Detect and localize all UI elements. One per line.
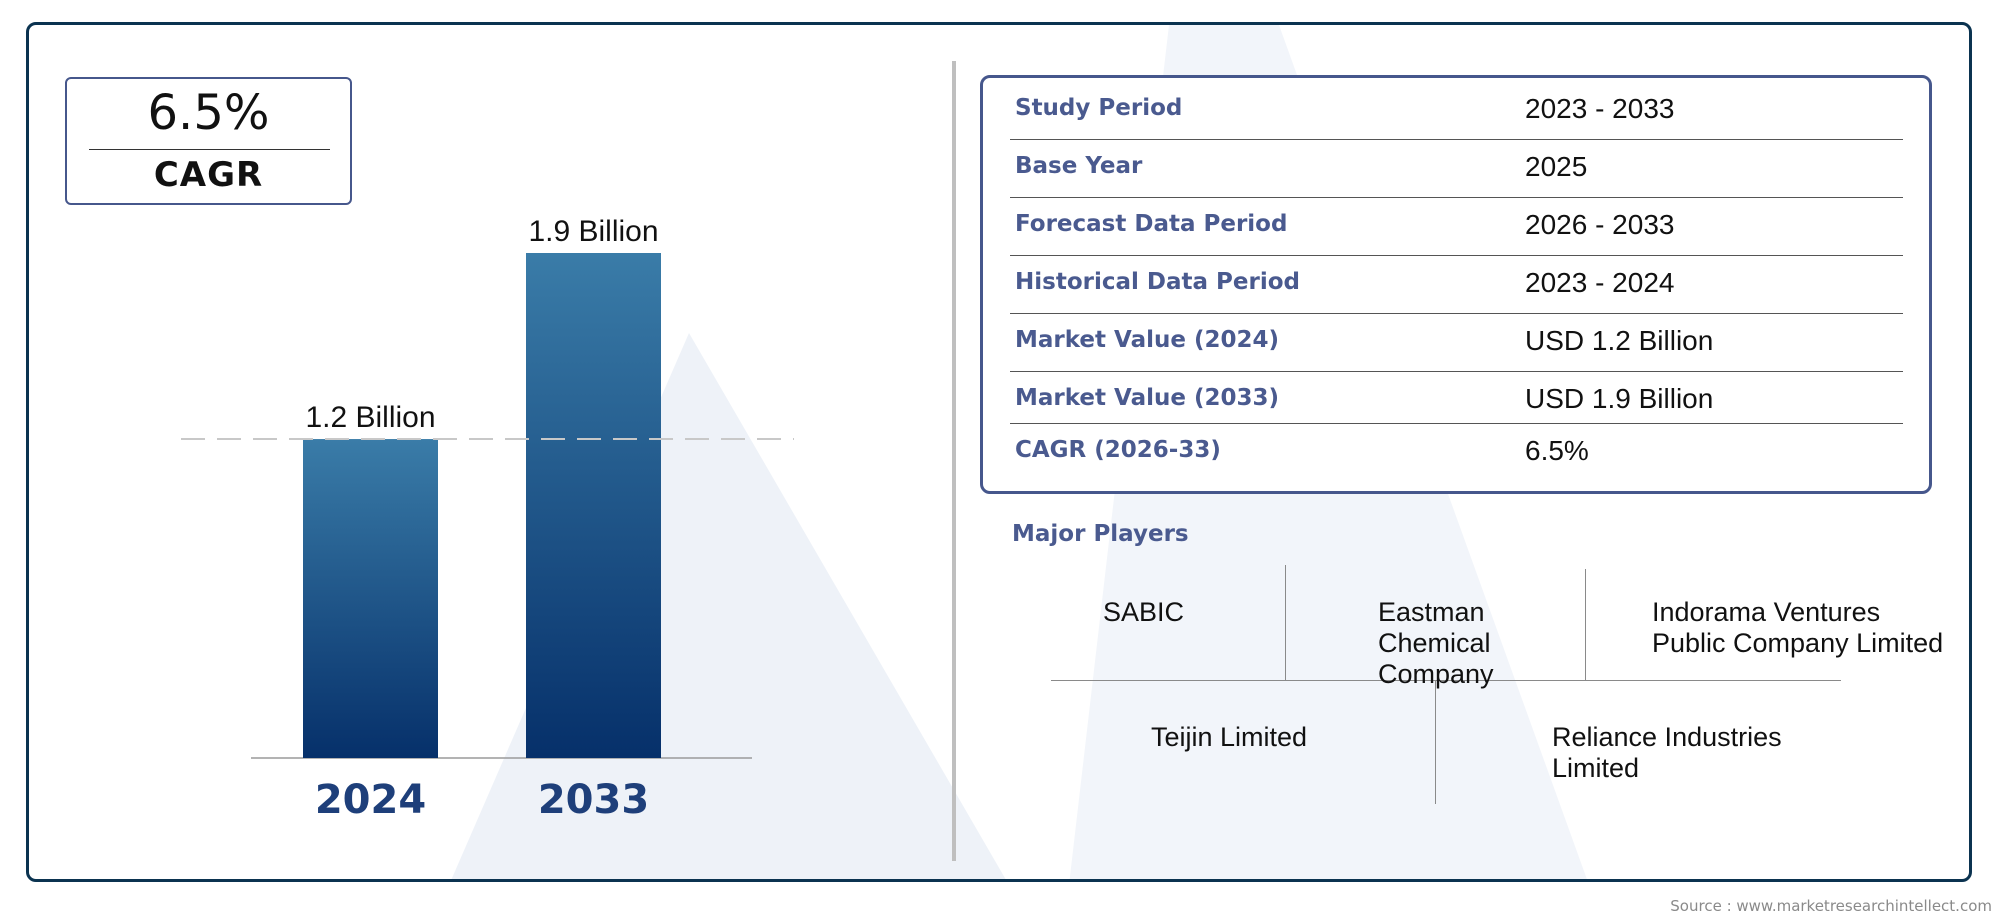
info-row: Market Value (2024) USD 1.2 Billion — [1010, 313, 1903, 372]
players-divider-v3 — [1435, 680, 1436, 804]
cagr-value: 6.5% — [147, 85, 270, 141]
info-row-value: 2025 — [1525, 151, 1588, 182]
players-divider-v1 — [1285, 565, 1286, 680]
info-row: Historical Data Period 2023 - 2024 — [1010, 255, 1903, 314]
info-row-value: 2023 - 2033 — [1525, 93, 1675, 124]
market-info-table: Study Period 2023 - 2033 Base Year 2025 Fore… — [980, 75, 1932, 494]
info-row: CAGR (2026-33) 6.5% — [1010, 423, 1903, 481]
section-divider — [952, 61, 956, 861]
bar-2024 — [303, 439, 438, 758]
major-players-heading: Major Players — [1012, 521, 1189, 547]
cagr-divider — [89, 149, 330, 150]
info-row: Base Year 2025 — [1010, 139, 1903, 198]
info-row: Study Period 2023 - 2033 — [1010, 81, 1903, 140]
player-teijin: Teijin Limited — [1151, 722, 1308, 752]
players-divider-v2 — [1585, 569, 1586, 680]
cagr-card: 6.5% CAGR — [65, 77, 352, 205]
category-label-2024: 2024 — [315, 777, 426, 823]
bar-value-label-2033: 1.9 Billion — [528, 215, 658, 248]
info-row-value: 2026 - 2033 — [1525, 209, 1675, 240]
info-row-value: 2023 - 2024 — [1525, 267, 1675, 298]
info-row-value: USD 1.2 Billion — [1525, 325, 1714, 356]
player-sabic: SABIC — [1103, 597, 1185, 627]
info-row-label: Study Period — [1015, 95, 1183, 121]
market-bar-chart: 1.2 Billion 2024 1.9 Billion 2033 — [181, 215, 794, 823]
info-row-label: Historical Data Period — [1015, 269, 1300, 295]
player-indorama: Indorama Ventures Public Company Limited — [1652, 597, 1944, 658]
info-row-value: 6.5% — [1525, 435, 1589, 466]
info-row: Market Value (2033) USD 1.9 Billion — [1010, 371, 1903, 424]
player-eastman: Eastman Chemical Company — [1378, 597, 1494, 689]
info-row-label: Market Value (2024) — [1015, 327, 1279, 353]
bar-value-label-2024: 1.2 Billion — [305, 401, 435, 434]
category-label-2033: 2033 — [538, 777, 649, 823]
info-row-label: Market Value (2033) — [1015, 385, 1279, 411]
player-reliance: Reliance Industries Limited — [1552, 722, 1782, 783]
info-row-label: Base Year — [1015, 153, 1143, 179]
info-row: Forecast Data Period 2026 - 2033 — [1010, 197, 1903, 256]
cagr-label: CAGR — [153, 155, 264, 195]
info-row-value: USD 1.9 Billion — [1525, 383, 1714, 414]
info-row-label: CAGR (2026-33) — [1015, 437, 1221, 463]
infographic-frame: 6.5% CAGR 1.2 Billion 2024 1.9 Billion 2033… — [26, 22, 1972, 882]
players-divider-h — [1051, 680, 1841, 681]
bar-2033 — [526, 253, 661, 758]
info-row-label: Forecast Data Period — [1015, 211, 1288, 237]
source-credit: Source : www.marketresearchintellect.com — [1670, 897, 1992, 915]
